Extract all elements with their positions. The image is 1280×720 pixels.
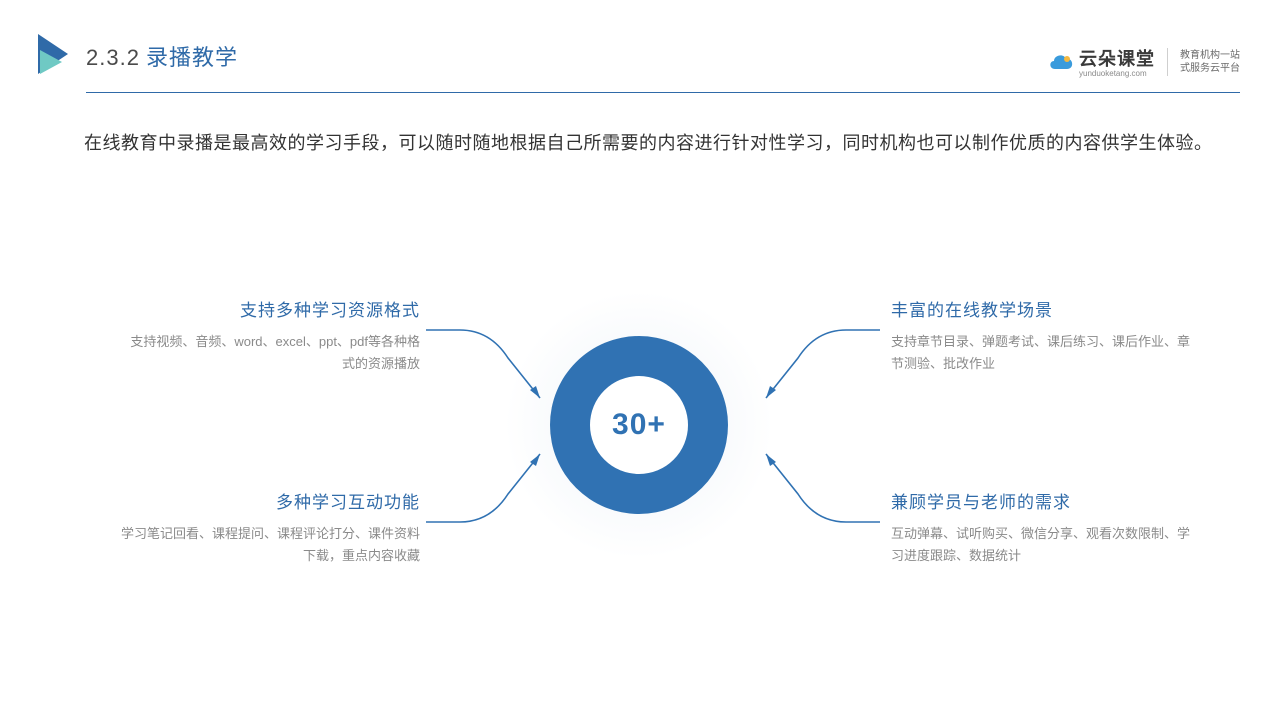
center-ring-inner: 30+ — [590, 376, 688, 474]
section-number: 2.3.2 — [86, 45, 140, 70]
brand-logo: 云朵课堂 yunduoketang.com 教育机构一站 式服务云平台 — [1047, 45, 1240, 78]
feature-desc: 学习笔记回看、课程提问、课程评论打分、课件资料下载，重点内容收藏 — [120, 523, 420, 567]
feature-title: 兼顾学员与老师的需求 — [891, 488, 1191, 513]
logo-tag-line2: 式服务云平台 — [1180, 62, 1240, 75]
logo-main-text: 云朵课堂 — [1079, 49, 1155, 69]
feature-bottom-left: 多种学习互动功能 学习笔记回看、课程提问、课程评论打分、课件资料下载，重点内容收… — [120, 488, 420, 567]
feature-title: 多种学习互动功能 — [120, 488, 420, 513]
play-icon — [38, 34, 72, 78]
center-ring: 30+ — [550, 336, 728, 514]
logo-cloud: 云朵课堂 yunduoketang.com — [1047, 45, 1155, 78]
cloud-icon — [1047, 51, 1075, 73]
logo-sub-text: yunduoketang.com — [1079, 69, 1155, 78]
center-value: 30+ — [612, 408, 666, 442]
header-underline — [86, 92, 1240, 93]
logo-divider — [1167, 48, 1168, 76]
feature-desc: 支持视频、音频、word、excel、ppt、pdf等各种格式的资源播放 — [120, 331, 420, 375]
feature-top-left: 支持多种学习资源格式 支持视频、音频、word、excel、ppt、pdf等各种… — [120, 296, 420, 375]
feature-title: 丰富的在线教学场景 — [891, 296, 1191, 321]
title-wrap: 2.3.2录播教学 — [38, 34, 238, 78]
feature-title: 支持多种学习资源格式 — [120, 296, 420, 321]
feature-bottom-right: 兼顾学员与老师的需求 互动弹幕、试听购买、微信分享、观看次数限制、学习进度跟踪、… — [891, 488, 1191, 567]
section-title: 2.3.2录播教学 — [86, 40, 238, 72]
section-title-text: 录播教学 — [146, 45, 238, 70]
feature-desc: 支持章节目录、弹题考试、课后练习、课后作业、章节测验、批改作业 — [891, 331, 1191, 375]
slide-header: 2.3.2录播教学 云朵课堂 yunduoketang.com 教育机构一站 式… — [38, 34, 1240, 78]
logo-tag-line1: 教育机构一站 — [1180, 49, 1240, 62]
intro-paragraph: 在线教育中录播是最高效的学习手段，可以随时随地根据自己所需要的内容进行针对性学习… — [84, 126, 1216, 160]
feature-desc: 互动弹幕、试听购买、微信分享、观看次数限制、学习进度跟踪、数据统计 — [891, 523, 1191, 567]
feature-top-right: 丰富的在线教学场景 支持章节目录、弹题考试、课后练习、课后作业、章节测验、批改作… — [891, 296, 1191, 375]
logo-tagline: 教育机构一站 式服务云平台 — [1180, 49, 1240, 75]
